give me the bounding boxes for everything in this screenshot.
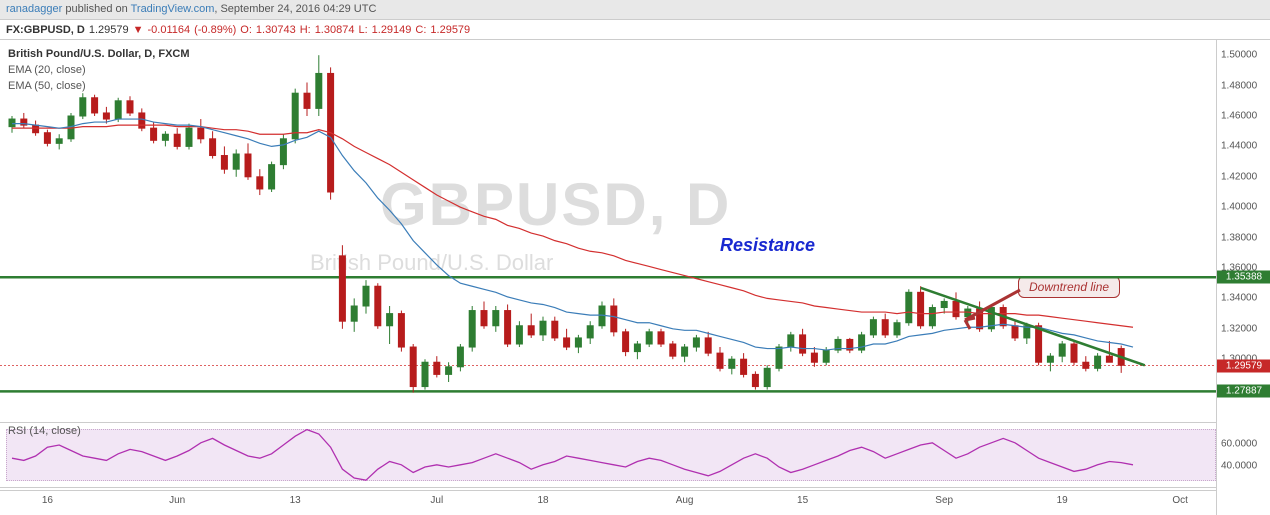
close: 1.29579: [430, 24, 470, 36]
site-link[interactable]: TradingView.com: [131, 3, 215, 15]
change: -0.01164: [148, 24, 191, 36]
open: 1.30743: [256, 24, 296, 36]
high: 1.30874: [315, 24, 355, 36]
down-arrow-icon: ▼: [133, 24, 144, 36]
x-axis: 16Jun13Jul18Aug15Sep19Oct17: [0, 490, 1216, 514]
change-pct: (-0.89%): [194, 24, 236, 36]
chart-area[interactable]: GBPUSD, D British Pound/U.S. Dollar Brit…: [0, 40, 1216, 515]
author-link[interactable]: ranadagger: [6, 3, 62, 15]
ohlc-bar: FX:GBPUSD, D 1.29579 ▼ -0.01164 (-0.89%)…: [0, 20, 1270, 40]
symbol: FX:GBPUSD, D: [6, 24, 85, 36]
low: 1.29149: [372, 24, 412, 36]
y-axis: 1.500001.480001.460001.440001.420001.400…: [1216, 40, 1270, 515]
publish-bar: ranadagger published on TradingView.com,…: [0, 0, 1270, 20]
last-price: 1.29579: [89, 24, 129, 36]
